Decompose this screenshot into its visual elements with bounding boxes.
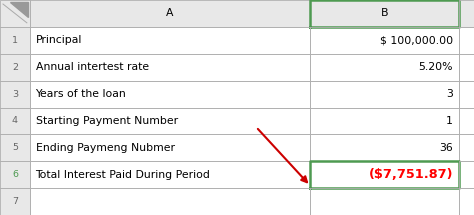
Bar (459, 134, 474, 161)
Bar (459, 0, 474, 27)
Bar (0, 0, 30, 27)
Bar (459, 108, 474, 134)
Text: Starting Payment Number: Starting Payment Number (36, 116, 178, 126)
Bar (310, 27, 459, 54)
Bar (0, 27, 30, 54)
Bar (0, 188, 30, 215)
Text: $ 100,000.00: $ 100,000.00 (380, 35, 453, 45)
Bar (30, 108, 310, 134)
Text: 5: 5 (12, 143, 18, 152)
Text: Years of the loan: Years of the loan (36, 89, 126, 99)
Text: 3: 3 (12, 90, 18, 98)
Text: Annual intertest rate: Annual intertest rate (36, 62, 149, 72)
Bar (0, 134, 30, 161)
Bar (0, 54, 30, 81)
Text: B: B (381, 8, 388, 18)
Bar (459, 188, 474, 215)
Text: 36: 36 (439, 143, 453, 153)
Text: Total Interest Paid During Period: Total Interest Paid During Period (36, 170, 210, 180)
Text: Principal: Principal (36, 35, 82, 45)
Bar (0, 81, 30, 108)
Bar (0, 108, 30, 134)
Text: 1: 1 (12, 36, 18, 45)
Text: 5.20%: 5.20% (419, 62, 453, 72)
Bar (310, 161, 459, 188)
Bar (30, 134, 310, 161)
Bar (459, 54, 474, 81)
Bar (310, 54, 459, 81)
Bar (30, 81, 310, 108)
Bar (30, 0, 310, 27)
Bar (0, 161, 30, 188)
Bar (459, 27, 474, 54)
Polygon shape (10, 2, 28, 17)
Text: 3: 3 (446, 89, 453, 99)
Text: A: A (166, 8, 173, 18)
Bar (310, 108, 459, 134)
Bar (310, 81, 459, 108)
Text: ($7,751.87): ($7,751.87) (369, 168, 453, 181)
Bar (30, 27, 310, 54)
Bar (459, 161, 474, 188)
Text: 4: 4 (12, 117, 18, 125)
Text: 1: 1 (446, 116, 453, 126)
Text: 2: 2 (12, 63, 18, 72)
Bar (459, 81, 474, 108)
Bar (310, 134, 459, 161)
Text: Ending Paymeng Nubmer: Ending Paymeng Nubmer (36, 143, 174, 153)
Bar (310, 188, 459, 215)
Text: 6: 6 (12, 170, 18, 179)
Bar (30, 54, 310, 81)
Bar (30, 161, 310, 188)
Text: 7: 7 (12, 197, 18, 206)
Bar (30, 188, 310, 215)
Bar (310, 0, 459, 27)
